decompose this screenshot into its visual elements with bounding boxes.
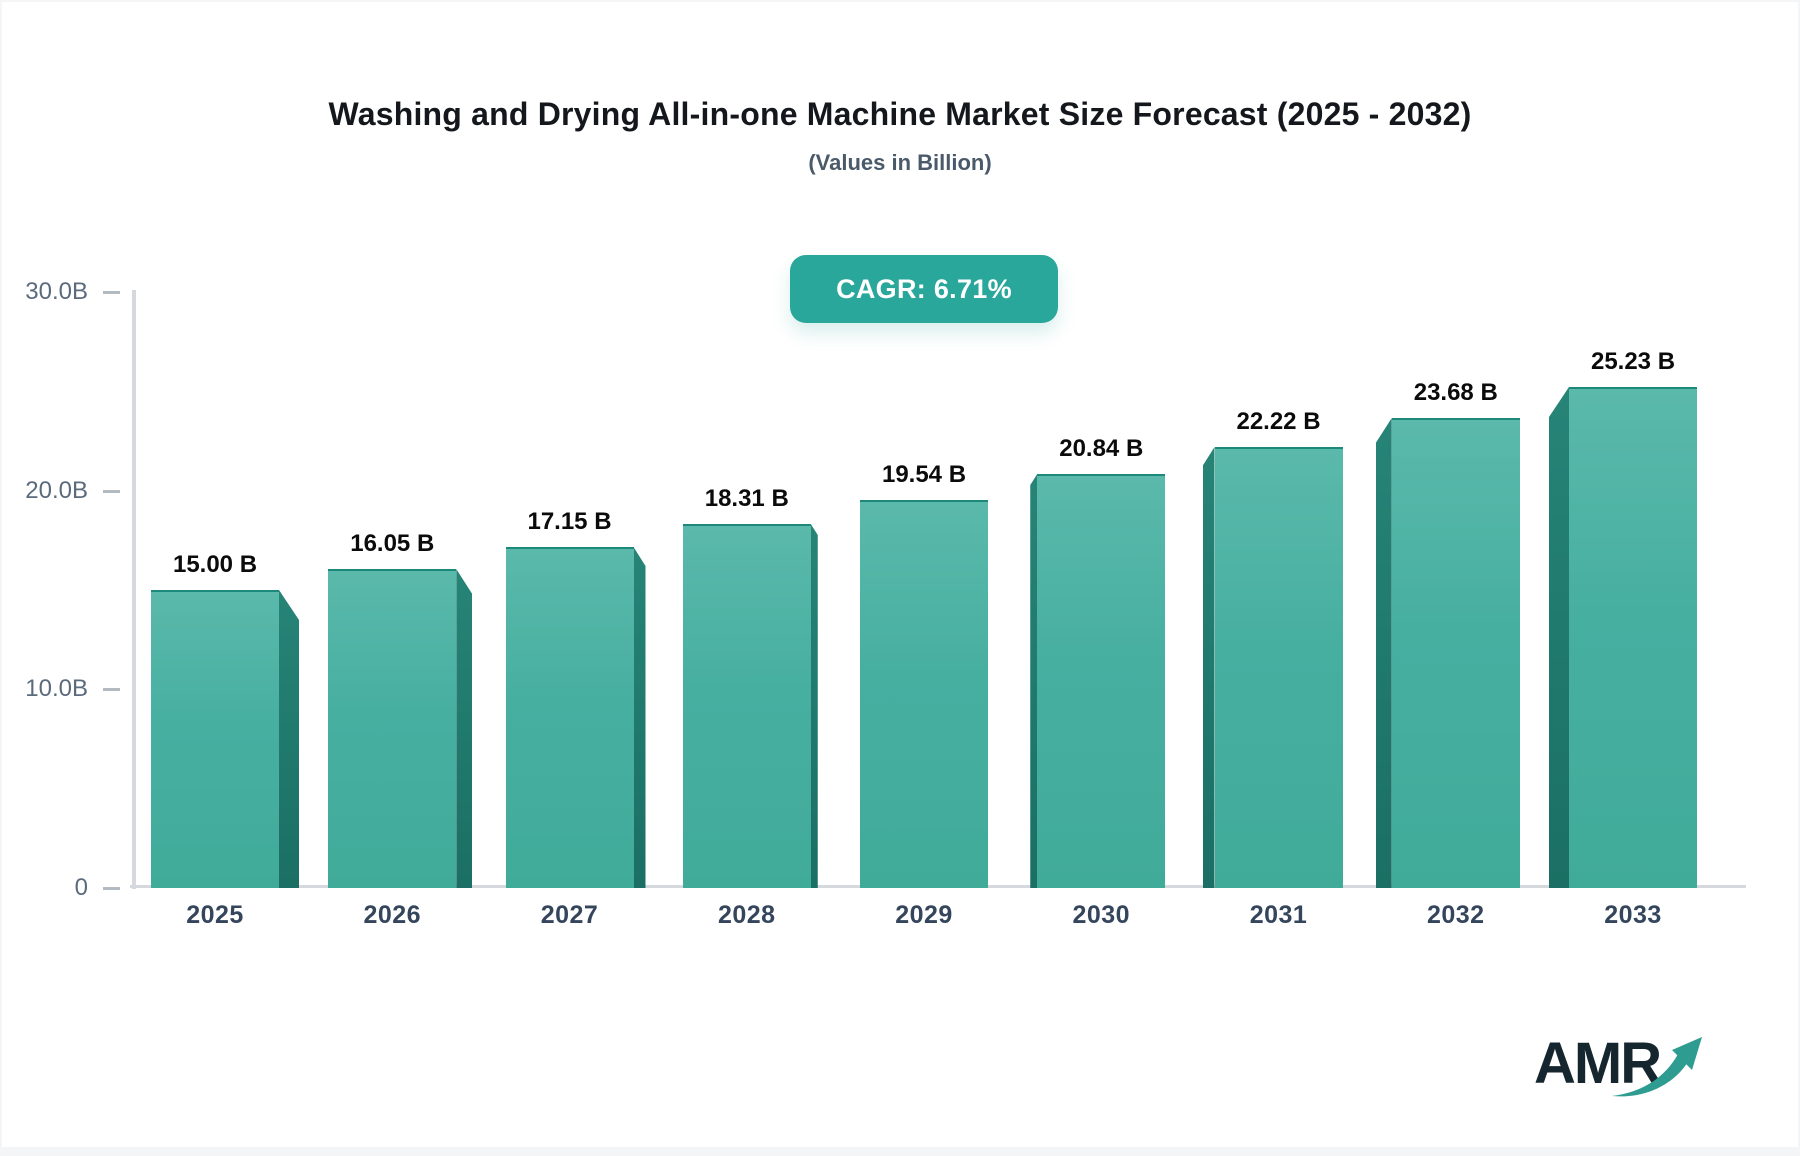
- x-axis-category-label: 2032: [1426, 901, 1485, 929]
- y-axis-tick-mark: [103, 291, 120, 294]
- bar-2026: [328, 569, 457, 888]
- x-axis-category-label: 2029: [895, 901, 953, 929]
- bar-value-label: 22.22 B: [1236, 408, 1321, 435]
- bar-2029: [860, 500, 988, 888]
- bar-value-label: 17.15 B: [527, 508, 612, 535]
- bar-value-label: 19.54 B: [881, 461, 967, 488]
- x-axis-category-label: 2033: [1604, 901, 1662, 929]
- x-axis-category-label: 2028: [717, 901, 776, 929]
- y-axis-tick-label: 30.0B: [25, 278, 88, 305]
- bar-2031: [1214, 447, 1343, 888]
- amr-logo-text: AMR: [1534, 1031, 1662, 1096]
- y-axis-tick-mark: [103, 887, 120, 890]
- bar-3d-side: [456, 569, 473, 888]
- bar-2027: [505, 547, 634, 888]
- bar-2033: [1569, 387, 1697, 888]
- bar-value-label: 16.05 B: [350, 530, 435, 557]
- x-axis-category-label: 2030: [1072, 901, 1131, 929]
- bar-2025: [151, 590, 279, 888]
- y-axis-tick-label: 20.0B: [25, 476, 88, 504]
- bar-3d-side: [279, 590, 299, 888]
- bar-value-label: 25.23 B: [1590, 348, 1676, 375]
- cagr-badge: CAGR: 6.71%: [790, 255, 1058, 323]
- x-axis-category-label: 2026: [363, 901, 422, 929]
- bar-3d-side: [1030, 474, 1038, 888]
- y-axis-tick-mark: [103, 688, 120, 692]
- bar-2032: [1391, 418, 1520, 888]
- bar-3d-side: [810, 524, 818, 888]
- bar-3d-side: [1549, 387, 1569, 888]
- x-axis-category-label: 2031: [1249, 901, 1308, 929]
- chart-subtitle: (Values in Billion): [808, 150, 992, 175]
- bar-value-label: 23.68 B: [1413, 379, 1498, 406]
- bar-3d-side: [633, 547, 646, 888]
- x-axis-category-label: 2025: [186, 901, 244, 929]
- bar-2028: [682, 524, 811, 888]
- y-axis-line: [132, 290, 136, 889]
- bar-3d-side: [1202, 447, 1215, 888]
- y-axis-tick-label: 10.0B: [25, 675, 88, 703]
- y-axis-tick-mark: [103, 489, 120, 493]
- bar-2030: [1037, 474, 1166, 888]
- growth-arrow-icon: [1612, 1037, 1702, 1097]
- bar-value-label: 20.84 B: [1059, 435, 1144, 462]
- amr-logo: AMR: [1534, 1030, 1714, 1110]
- y-axis-tick-label: 0: [74, 874, 88, 901]
- chart-title: Washing and Drying All-in-one Machine Ma…: [328, 96, 1472, 132]
- bar-3d-side: [1375, 418, 1392, 888]
- bar-value-label: 15.00 B: [172, 551, 258, 578]
- bar-value-label: 18.31 B: [704, 485, 789, 512]
- x-axis-category-label: 2027: [540, 901, 599, 929]
